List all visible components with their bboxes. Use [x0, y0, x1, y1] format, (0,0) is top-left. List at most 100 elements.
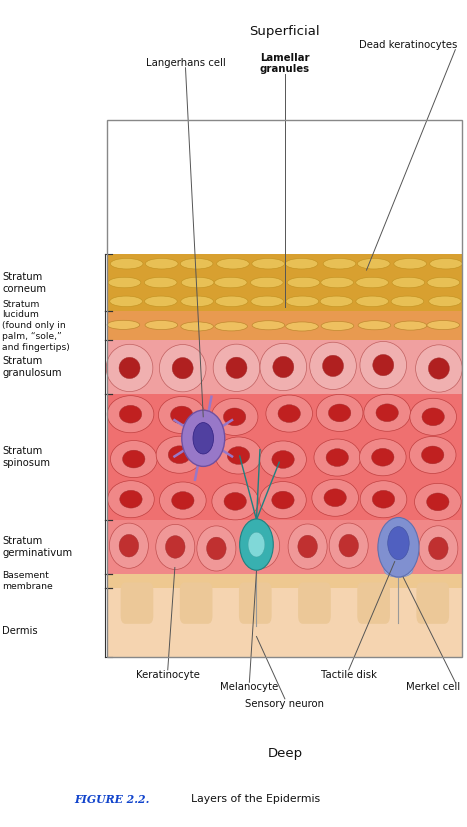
- Ellipse shape: [181, 322, 213, 331]
- Text: Merkel cell: Merkel cell: [406, 682, 460, 692]
- Ellipse shape: [144, 277, 177, 288]
- Bar: [107, 587, 462, 657]
- Ellipse shape: [156, 436, 203, 473]
- Ellipse shape: [339, 534, 359, 557]
- Ellipse shape: [427, 493, 449, 511]
- Ellipse shape: [252, 321, 285, 330]
- Ellipse shape: [241, 523, 280, 569]
- Bar: [107, 520, 462, 574]
- Ellipse shape: [180, 259, 213, 269]
- Text: Basement
membrane: Basement membrane: [2, 571, 53, 590]
- Ellipse shape: [159, 345, 206, 392]
- Text: Dermis: Dermis: [2, 626, 38, 636]
- Ellipse shape: [260, 481, 306, 519]
- Text: FIGURE 2.2.: FIGURE 2.2.: [75, 794, 150, 805]
- Ellipse shape: [165, 536, 185, 558]
- Ellipse shape: [110, 296, 142, 307]
- Ellipse shape: [119, 534, 139, 557]
- Ellipse shape: [329, 523, 368, 568]
- Ellipse shape: [372, 448, 394, 466]
- Ellipse shape: [356, 296, 389, 307]
- Ellipse shape: [298, 535, 318, 558]
- Text: Stratum
corneum: Stratum corneum: [2, 271, 46, 294]
- Text: Langerhans cell: Langerhans cell: [146, 58, 226, 68]
- Ellipse shape: [145, 296, 177, 307]
- Ellipse shape: [287, 277, 320, 288]
- Text: Superficial: Superficial: [249, 25, 320, 38]
- Ellipse shape: [260, 343, 307, 390]
- Ellipse shape: [314, 439, 361, 476]
- Ellipse shape: [286, 296, 318, 307]
- Ellipse shape: [266, 395, 312, 433]
- Ellipse shape: [181, 277, 214, 288]
- Ellipse shape: [107, 395, 154, 433]
- Ellipse shape: [272, 491, 294, 509]
- Ellipse shape: [252, 259, 284, 269]
- Ellipse shape: [392, 277, 425, 288]
- Ellipse shape: [250, 535, 270, 557]
- Ellipse shape: [394, 321, 427, 330]
- Ellipse shape: [328, 404, 351, 422]
- Ellipse shape: [388, 527, 409, 560]
- Ellipse shape: [388, 537, 407, 560]
- Ellipse shape: [272, 451, 294, 468]
- Bar: [107, 255, 462, 311]
- Ellipse shape: [107, 480, 154, 518]
- Ellipse shape: [145, 321, 178, 330]
- Ellipse shape: [419, 526, 458, 571]
- Ellipse shape: [158, 396, 205, 433]
- Text: Lamellar
granules: Lamellar granules: [260, 53, 310, 74]
- Ellipse shape: [172, 357, 193, 379]
- Ellipse shape: [316, 394, 363, 432]
- Ellipse shape: [213, 344, 260, 391]
- Ellipse shape: [248, 533, 265, 557]
- Bar: [107, 120, 462, 657]
- Ellipse shape: [324, 489, 347, 507]
- Ellipse shape: [170, 406, 193, 424]
- Ellipse shape: [384, 562, 413, 577]
- Ellipse shape: [364, 394, 410, 432]
- Ellipse shape: [360, 342, 407, 389]
- Bar: [107, 311, 462, 341]
- Ellipse shape: [358, 321, 391, 330]
- Ellipse shape: [206, 538, 226, 560]
- Ellipse shape: [373, 355, 394, 375]
- Ellipse shape: [215, 322, 248, 331]
- Ellipse shape: [224, 492, 247, 510]
- Ellipse shape: [429, 537, 448, 560]
- Ellipse shape: [410, 437, 456, 474]
- Text: Stratum
granulosum: Stratum granulosum: [2, 356, 62, 378]
- Text: Stratum
lucidum
(found only in
palm, “sole,”
and fingertips): Stratum lucidum (found only in palm, “so…: [2, 299, 70, 351]
- Ellipse shape: [172, 491, 194, 509]
- Ellipse shape: [110, 259, 143, 269]
- Bar: [107, 574, 462, 587]
- Ellipse shape: [120, 405, 142, 423]
- Ellipse shape: [107, 320, 140, 329]
- Ellipse shape: [250, 277, 283, 288]
- Ellipse shape: [288, 524, 327, 569]
- FancyBboxPatch shape: [239, 582, 272, 624]
- Text: Layers of the Epidermis: Layers of the Epidermis: [177, 794, 320, 804]
- FancyBboxPatch shape: [120, 582, 153, 624]
- Ellipse shape: [326, 449, 348, 466]
- Ellipse shape: [323, 259, 356, 269]
- Ellipse shape: [416, 345, 462, 392]
- Ellipse shape: [215, 296, 248, 307]
- Ellipse shape: [285, 259, 318, 269]
- FancyBboxPatch shape: [180, 582, 212, 624]
- Ellipse shape: [120, 490, 142, 508]
- Ellipse shape: [320, 296, 353, 307]
- Ellipse shape: [323, 356, 344, 376]
- Text: Tactile disk: Tactile disk: [321, 670, 377, 680]
- Ellipse shape: [215, 437, 262, 474]
- Ellipse shape: [430, 259, 462, 269]
- Ellipse shape: [429, 296, 461, 307]
- Text: Dead keratinocytes: Dead keratinocytes: [359, 40, 458, 50]
- Ellipse shape: [376, 404, 398, 422]
- Ellipse shape: [122, 450, 145, 468]
- Ellipse shape: [428, 358, 449, 379]
- Ellipse shape: [357, 259, 390, 269]
- Ellipse shape: [321, 322, 354, 331]
- Text: Deep: Deep: [267, 747, 303, 760]
- Ellipse shape: [119, 357, 140, 379]
